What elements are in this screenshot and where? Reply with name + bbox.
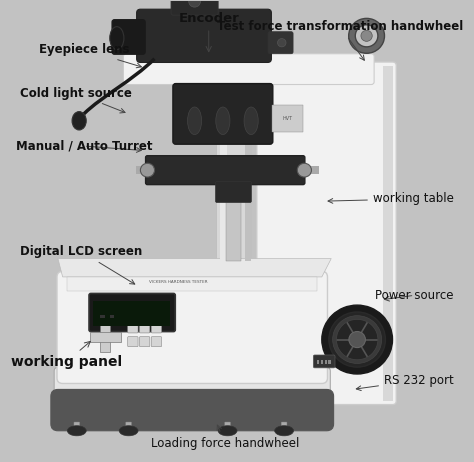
Bar — [136, 166, 147, 174]
Text: Cold light source: Cold light source — [20, 87, 132, 113]
FancyBboxPatch shape — [57, 271, 328, 383]
Text: VICKERS HARDNESS TESTER: VICKERS HARDNESS TESTER — [149, 280, 208, 284]
Text: working panel: working panel — [11, 341, 122, 369]
Bar — [100, 322, 110, 352]
FancyBboxPatch shape — [171, 0, 218, 15]
FancyBboxPatch shape — [126, 422, 131, 431]
Ellipse shape — [218, 426, 237, 436]
FancyBboxPatch shape — [146, 156, 305, 185]
Polygon shape — [67, 277, 317, 291]
Ellipse shape — [216, 107, 230, 134]
Bar — [227, 183, 240, 261]
FancyBboxPatch shape — [257, 62, 396, 405]
Bar — [317, 360, 319, 364]
FancyBboxPatch shape — [128, 323, 138, 333]
FancyBboxPatch shape — [128, 337, 138, 346]
Text: Encoder: Encoder — [178, 12, 239, 52]
FancyBboxPatch shape — [74, 422, 80, 431]
FancyBboxPatch shape — [151, 337, 162, 346]
Text: Eyepiece lens: Eyepiece lens — [39, 43, 141, 68]
Bar — [110, 315, 115, 318]
Text: Loading force handwheel: Loading force handwheel — [151, 425, 300, 450]
Ellipse shape — [361, 30, 372, 41]
Bar — [383, 66, 392, 401]
FancyBboxPatch shape — [268, 32, 293, 54]
Ellipse shape — [67, 426, 86, 436]
Text: Test force transformation handwheel: Test force transformation handwheel — [217, 20, 463, 60]
Ellipse shape — [297, 163, 311, 177]
Bar — [321, 360, 323, 364]
Text: Manual / Auto Turret: Manual / Auto Turret — [16, 140, 152, 152]
FancyBboxPatch shape — [173, 84, 273, 144]
FancyBboxPatch shape — [89, 293, 175, 332]
FancyBboxPatch shape — [281, 422, 287, 431]
FancyBboxPatch shape — [216, 182, 251, 202]
FancyBboxPatch shape — [54, 367, 330, 409]
Text: Power source: Power source — [375, 289, 454, 302]
Bar — [216, 77, 251, 261]
Text: working table: working table — [328, 192, 454, 205]
FancyBboxPatch shape — [151, 309, 162, 319]
FancyBboxPatch shape — [225, 422, 230, 431]
Bar — [246, 77, 251, 261]
Ellipse shape — [189, 0, 201, 7]
FancyBboxPatch shape — [139, 337, 150, 346]
Text: Digital LCD screen: Digital LCD screen — [20, 245, 143, 284]
FancyBboxPatch shape — [139, 323, 150, 333]
FancyBboxPatch shape — [139, 309, 150, 319]
FancyBboxPatch shape — [51, 389, 334, 431]
Bar — [328, 360, 331, 364]
Ellipse shape — [329, 312, 385, 367]
Ellipse shape — [140, 163, 155, 177]
FancyBboxPatch shape — [112, 20, 145, 54]
FancyBboxPatch shape — [313, 355, 335, 368]
FancyBboxPatch shape — [128, 309, 138, 319]
Ellipse shape — [72, 112, 86, 130]
Ellipse shape — [349, 332, 365, 347]
Text: RS 232 port: RS 232 port — [356, 374, 454, 390]
Bar — [325, 360, 327, 364]
FancyBboxPatch shape — [123, 54, 374, 85]
Bar — [307, 166, 319, 174]
Ellipse shape — [277, 39, 286, 47]
Polygon shape — [58, 259, 331, 277]
Ellipse shape — [119, 426, 138, 436]
Ellipse shape — [188, 107, 201, 134]
Ellipse shape — [110, 27, 124, 49]
Bar — [100, 315, 105, 318]
Bar — [273, 105, 303, 132]
Ellipse shape — [275, 426, 293, 436]
Ellipse shape — [244, 107, 258, 134]
Text: HVT: HVT — [283, 116, 292, 121]
Bar — [219, 77, 227, 261]
FancyBboxPatch shape — [137, 9, 272, 62]
FancyBboxPatch shape — [151, 323, 162, 333]
Bar — [90, 332, 120, 342]
Bar — [93, 301, 170, 326]
